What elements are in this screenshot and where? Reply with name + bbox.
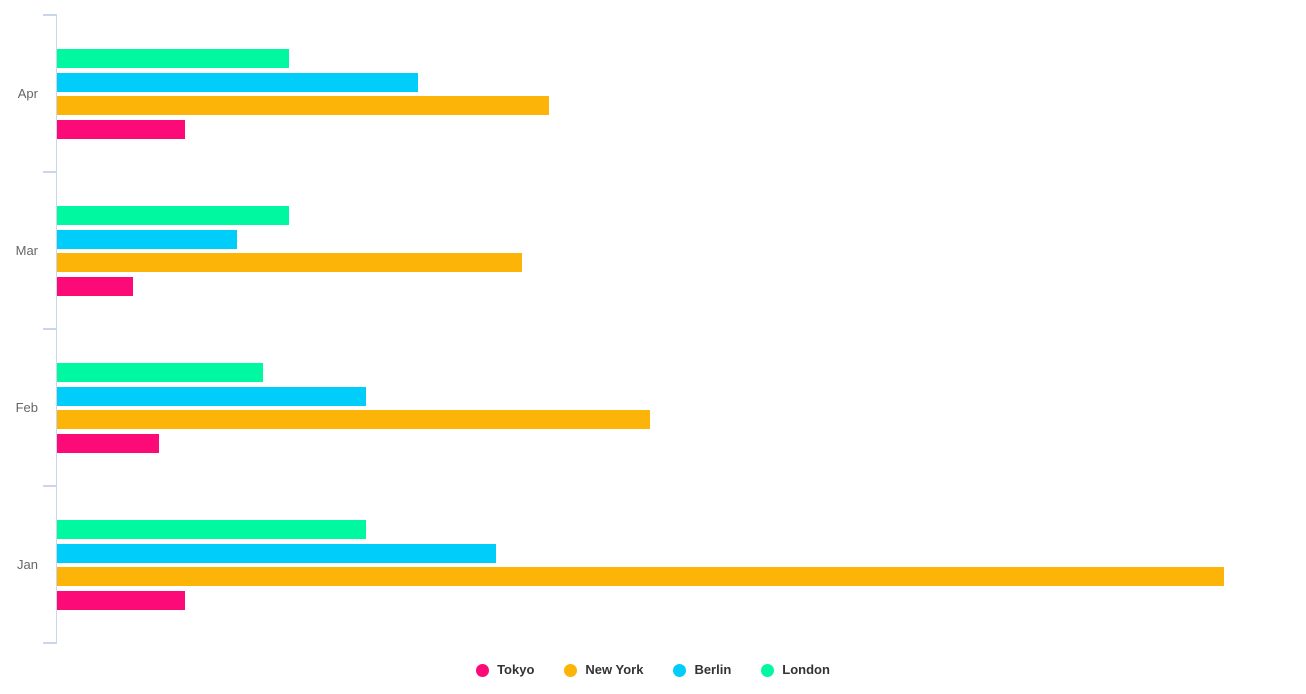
bar-tokyo-mar[interactable] xyxy=(57,276,133,296)
bar-london-jan[interactable] xyxy=(57,520,366,539)
bar-new-york-mar[interactable] xyxy=(57,253,522,272)
axis-tick xyxy=(42,171,56,173)
category-label: Mar xyxy=(15,243,38,258)
bar-london-feb[interactable] xyxy=(57,363,263,382)
bar-berlin-apr[interactable] xyxy=(57,72,418,92)
bar-new-york-feb[interactable] xyxy=(57,410,651,429)
bar-new-york-apr[interactable] xyxy=(57,96,549,115)
category-label: Jan xyxy=(17,557,38,572)
axis-tick xyxy=(42,328,56,330)
legend-item-london[interactable]: London xyxy=(761,662,830,678)
bar-tokyo-feb[interactable] xyxy=(57,433,159,453)
bar-new-york-jan[interactable] xyxy=(57,567,1225,586)
axis-tick xyxy=(42,485,56,487)
legend-item-label: London xyxy=(782,662,830,677)
legend-marker-icon xyxy=(476,663,490,677)
legend-item-label: New York xyxy=(585,662,644,677)
axis-tick xyxy=(42,642,56,644)
bar-berlin-mar[interactable] xyxy=(57,229,237,249)
category-label: Feb xyxy=(15,400,38,415)
legend-marker-icon xyxy=(673,663,687,677)
bar-berlin-feb[interactable] xyxy=(57,386,366,406)
legend-item-berlin[interactable]: Berlin xyxy=(673,662,731,678)
bar-london-apr[interactable] xyxy=(57,49,289,68)
category-label: Apr xyxy=(17,86,38,101)
bar-berlin-jan[interactable] xyxy=(57,543,496,563)
category-axis-line xyxy=(55,14,57,644)
bar-london-mar[interactable] xyxy=(57,206,289,225)
legend-item-label: Berlin xyxy=(694,662,732,677)
legend-marker-icon xyxy=(564,663,578,677)
legend-item-tokyo[interactable]: Tokyo xyxy=(476,662,534,678)
bar-tokyo-jan[interactable] xyxy=(57,590,185,610)
bar-tokyo-apr[interactable] xyxy=(57,119,185,139)
legend: Tokyo New York Berlin London xyxy=(0,662,1306,678)
legend-marker-icon xyxy=(761,663,775,677)
legend-item-new-york[interactable]: New York xyxy=(564,662,643,678)
axis-tick xyxy=(42,14,56,16)
legend-item-label: Tokyo xyxy=(497,662,535,677)
